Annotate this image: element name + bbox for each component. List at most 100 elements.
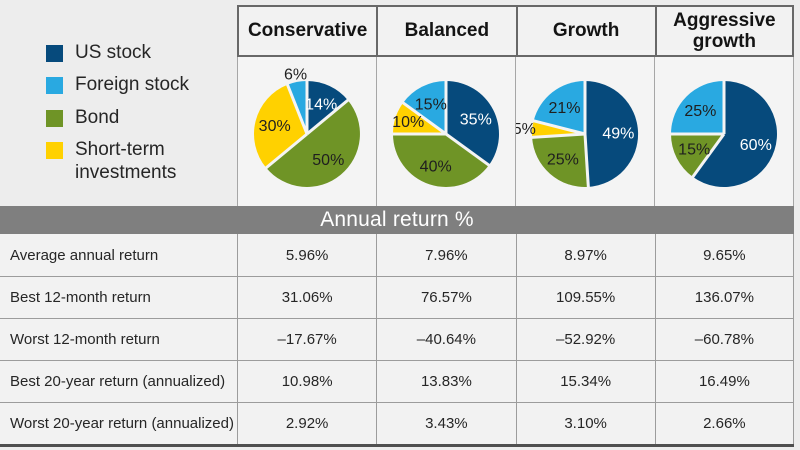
pie-slice-label-foreign-stock: 15% bbox=[415, 96, 447, 113]
legend-swatch-icon bbox=[46, 109, 63, 127]
value-cell-conservative: 5.96% bbox=[237, 234, 376, 276]
pie-slice-us-stock bbox=[692, 80, 777, 187]
pie-slice-label-foreign-stock: 6% bbox=[284, 66, 307, 83]
value-cell-growth: 3.10% bbox=[515, 403, 655, 444]
pie-chart-aggressive-growth: 60% 15% 25% bbox=[670, 80, 777, 187]
value-text: 76.57% bbox=[420, 289, 472, 306]
value-cell-growth: 109.55% bbox=[515, 277, 655, 318]
pie-slice-bond bbox=[393, 133, 489, 187]
value-text: 9.65% bbox=[703, 246, 746, 264]
value-cell-growth: –52.92% bbox=[515, 319, 655, 360]
row-label: Worst 12-month return bbox=[0, 319, 237, 360]
pie-cell-conservative: 14% 50% 30% 6% bbox=[237, 57, 376, 206]
pie-slice-label-short-term-investments: 5% bbox=[516, 120, 536, 137]
value-cell-growth: 15.34% bbox=[515, 361, 655, 402]
value-text: 3.43% bbox=[425, 415, 468, 432]
value-cell-aggressive-growth: 136.07% bbox=[654, 277, 794, 318]
value-cell-aggressive-growth: 2.66% bbox=[654, 403, 794, 444]
column-header-label: Balanced bbox=[404, 20, 490, 42]
legend-item-us-stock: US stock bbox=[46, 42, 236, 64]
row-label-text: Best 20-year return (annualized) bbox=[10, 373, 226, 390]
pie-slice-label-us-stock: 49% bbox=[602, 125, 634, 142]
value-text: 3.10% bbox=[564, 415, 607, 432]
legend-item-foreign-stock: Foreign stock bbox=[46, 74, 236, 96]
value-text: –52.92% bbox=[556, 331, 616, 348]
pie-chart-growth: 49% 25% 5% 21% bbox=[516, 80, 639, 187]
value-cell-conservative: –17.67% bbox=[237, 319, 376, 360]
pie-slice-bond bbox=[266, 99, 360, 187]
value-text: –17.67% bbox=[277, 331, 337, 348]
pie-slice-label-foreign-stock: 21% bbox=[548, 100, 580, 117]
value-text: 109.55% bbox=[556, 289, 616, 306]
value-cell-aggressive-growth: 9.65% bbox=[654, 234, 794, 276]
row-label-text: Worst 12-month return bbox=[10, 331, 160, 348]
asset-legend: US stock Foreign stock Bond Short-term inve… bbox=[46, 42, 236, 194]
header-spacer-cell bbox=[0, 5, 237, 57]
pie-slice-label-foreign-stock: 25% bbox=[684, 102, 716, 119]
pie-slice-label-bond: 15% bbox=[678, 141, 710, 158]
value-cell-conservative: 10.98% bbox=[237, 361, 376, 402]
pie-slice-foreign-stock bbox=[671, 80, 724, 134]
value-text: –40.64% bbox=[416, 331, 476, 348]
column-header-growth: Growth bbox=[515, 5, 655, 57]
value-text: –60.78% bbox=[694, 331, 754, 348]
row-label: Average annual return bbox=[0, 234, 237, 276]
value-text: 15.34% bbox=[560, 373, 612, 390]
pie-slice-bond bbox=[532, 133, 589, 187]
value-text: 136.07% bbox=[694, 289, 754, 306]
table-row-best-20-year-return-annualized-: Best 20-year return (annualized) 10.98% 13… bbox=[0, 360, 794, 402]
value-cell-balanced: 13.83% bbox=[376, 361, 515, 402]
column-header-balanced: Balanced bbox=[376, 5, 516, 57]
pie-slice-us-stock bbox=[446, 80, 500, 165]
table-row-average-annual-return: Average annual return 5.96% 7.96% 8.97% 9.65… bbox=[0, 234, 794, 276]
pie-cell-balanced: 35% 40% 10% 15% bbox=[376, 57, 515, 206]
legend-label: Bond bbox=[75, 106, 120, 128]
pie-cell-aggressive-growth: 60% 15% 25% bbox=[654, 57, 794, 206]
pie-slice-foreign-stock bbox=[403, 80, 446, 134]
value-text: 31.06% bbox=[281, 289, 333, 306]
annual-return-band: Annual return % bbox=[0, 206, 794, 234]
pie-slice-label-short-term-investments: 30% bbox=[259, 118, 291, 135]
value-text: 10.98% bbox=[281, 373, 333, 390]
value-cell-aggressive-growth: 16.49% bbox=[654, 361, 794, 402]
slice-separator bbox=[445, 132, 491, 167]
slice-separator bbox=[531, 132, 586, 139]
table-row-best-12-month-return: Best 12-month return 31.06% 76.57% 109.55% 1… bbox=[0, 276, 794, 318]
row-label-text: Worst 20-year return (annualized) bbox=[10, 415, 234, 432]
value-text: 7.96% bbox=[425, 246, 468, 264]
column-header-label: Aggressive growth bbox=[673, 9, 776, 52]
column-header-conservative: Conservative bbox=[237, 5, 377, 57]
value-text: 5.96% bbox=[285, 246, 329, 264]
value-cell-growth: 8.97% bbox=[515, 234, 655, 276]
table-row-worst-20-year-return-annualized-: Worst 20-year return (annualized) 2.92% 3.… bbox=[0, 402, 794, 444]
row-label: Best 20-year return (annualized) bbox=[0, 361, 237, 402]
slice-separator bbox=[401, 100, 447, 135]
legend-item-bond: Bond bbox=[46, 107, 236, 129]
slice-separator bbox=[285, 83, 309, 135]
slice-separator bbox=[691, 132, 726, 178]
row-label: Best 12-month return bbox=[0, 277, 237, 318]
legend-label: US stock bbox=[75, 42, 152, 63]
pie-slice-label-bond: 40% bbox=[420, 158, 452, 175]
pie-cell-growth: 49% 25% 5% 21% bbox=[515, 57, 654, 206]
row-label-text: Average annual return bbox=[10, 246, 159, 264]
pie-row: 14% 50% 30% 6% 35% 40% 10% 15% 49% 25% 5% 21% 60% 15%… bbox=[0, 57, 794, 206]
value-cell-conservative: 2.92% bbox=[237, 403, 376, 444]
value-text: 8.97% bbox=[564, 246, 607, 264]
pie-slice-label-us-stock: 60% bbox=[740, 136, 772, 153]
value-text: 16.49% bbox=[698, 373, 750, 390]
legend-swatch-icon bbox=[46, 45, 63, 62]
value-cell-aggressive-growth: –60.78% bbox=[654, 319, 794, 360]
value-cell-conservative: 31.06% bbox=[237, 277, 376, 318]
legend-swatch-icon bbox=[46, 142, 63, 160]
pie-slice-short-term-investments bbox=[253, 84, 307, 168]
comparison-table: Conservative Balanced Growth Aggressive gro… bbox=[0, 5, 794, 444]
value-cell-balanced: 76.57% bbox=[376, 277, 515, 318]
pie-slice-us-stock bbox=[585, 80, 639, 187]
pie-slice-label-us-stock: 35% bbox=[460, 111, 492, 128]
legend-swatch-icon bbox=[46, 77, 63, 95]
value-cell-balanced: –40.64% bbox=[376, 319, 515, 360]
pie-slice-label-short-term-investments: 10% bbox=[392, 114, 424, 131]
slice-separator bbox=[264, 132, 308, 169]
row-label: Worst 20-year return (annualized) bbox=[0, 403, 237, 444]
